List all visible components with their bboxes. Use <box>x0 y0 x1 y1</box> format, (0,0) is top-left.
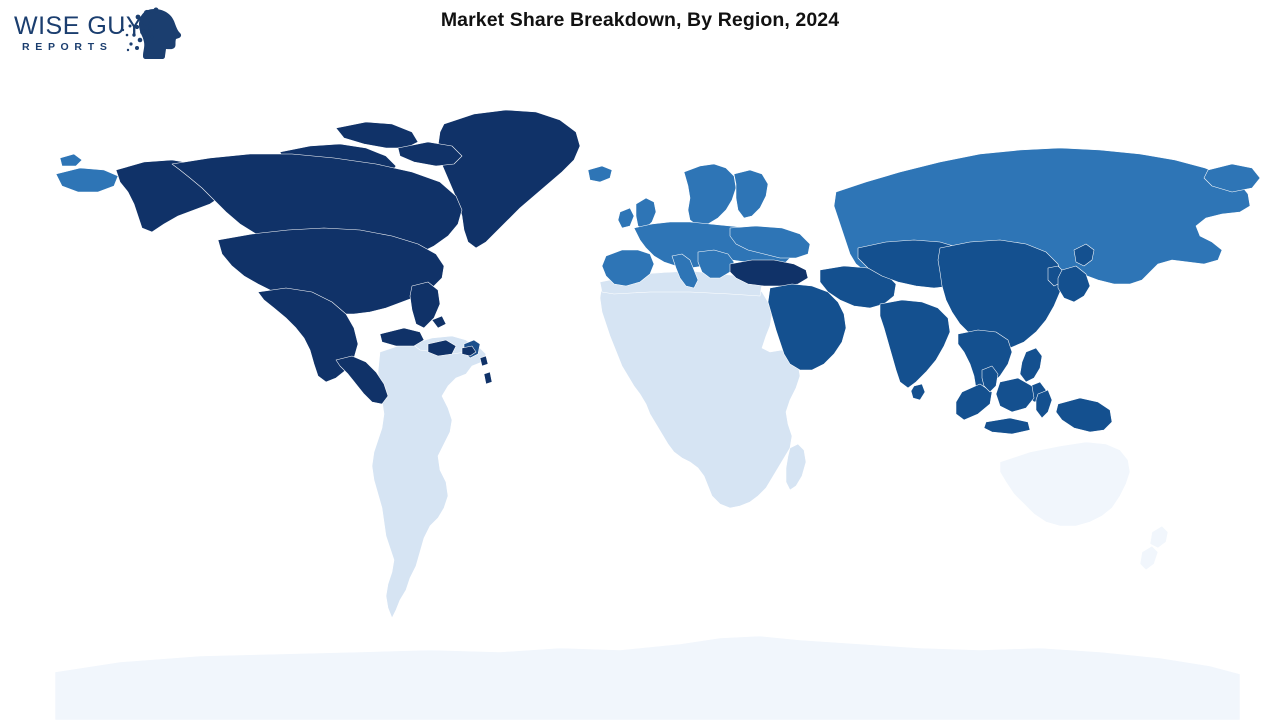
world-choropleth-map[interactable] <box>0 52 1280 720</box>
page-title: Market Share Breakdown, By Region, 2024 <box>440 9 840 31</box>
region-oceania[interactable] <box>1000 442 1168 570</box>
region-asia-pacific[interactable] <box>730 240 1112 434</box>
head-neural-network-icon <box>121 7 182 59</box>
region-russia-chukotka-wrap[interactable] <box>56 154 118 192</box>
region-antarctica[interactable] <box>55 636 1240 720</box>
region-south-america[interactable] <box>372 336 486 618</box>
region-russia-east-edge[interactable] <box>1204 164 1260 192</box>
logo-wordmark-primary: WISE GUY <box>14 12 143 40</box>
region-europe-russia[interactable] <box>588 148 1250 288</box>
logo-wordmark-secondary: R E P O R T S <box>22 41 108 53</box>
region-north-america[interactable] <box>116 110 580 404</box>
wise-guy-reports-logo: WISE GUY R E P O R T S <box>10 4 195 60</box>
world-map-container <box>0 52 1280 720</box>
